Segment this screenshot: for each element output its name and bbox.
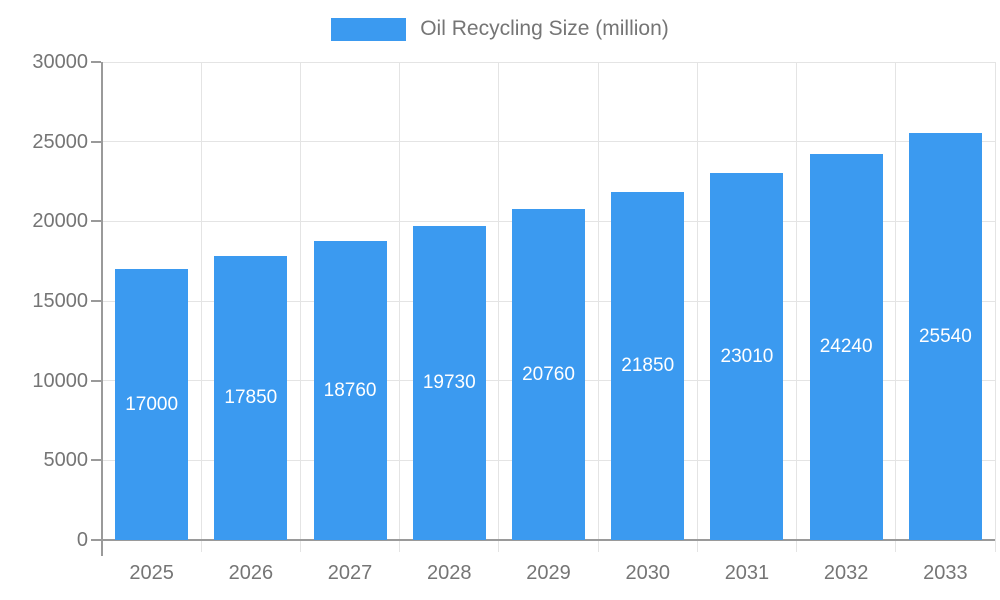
gridline-horizontal <box>102 61 995 63</box>
y-axis-tick <box>91 300 101 302</box>
bar-value-label: 25540 <box>918 325 972 347</box>
bar-2026[interactable] <box>214 255 288 540</box>
gridline-vertical <box>597 62 599 552</box>
gridline-horizontal <box>102 141 995 143</box>
bar-value-label: 17000 <box>125 393 179 415</box>
plot-area: 0 5000 10000 15000 20000 25000 30000 17000 2025 1… <box>32 51 996 584</box>
gridline-vertical <box>696 62 698 552</box>
bar-2025[interactable] <box>115 269 189 540</box>
y-axis-line <box>101 62 103 556</box>
gridline-vertical <box>895 62 897 552</box>
gridline-vertical <box>299 62 301 552</box>
y-axis-tick <box>91 220 101 223</box>
gridline-vertical <box>498 62 500 552</box>
y-axis-label: 30000 <box>32 51 88 73</box>
legend-swatch <box>331 17 407 41</box>
x-axis-label: 2025 <box>129 562 174 584</box>
bar-2030[interactable] <box>611 191 685 540</box>
bar-value-label: 18760 <box>323 379 377 401</box>
y-axis-tick <box>91 379 101 382</box>
x-axis-label: 2029 <box>526 562 571 584</box>
x-axis-line <box>102 539 995 541</box>
y-axis-label: 0 <box>76 529 88 551</box>
y-axis-tick <box>91 61 101 63</box>
y-axis-tick <box>91 459 101 462</box>
bar-2029[interactable] <box>512 209 585 540</box>
x-axis-label: 2033 <box>923 562 968 584</box>
bar-2028[interactable] <box>412 225 486 540</box>
y-axis-label: 5000 <box>43 449 89 472</box>
y-axis-label: 25000 <box>32 130 88 153</box>
bar-value-label: 21850 <box>621 354 675 376</box>
bar-value-label: 20760 <box>522 363 575 385</box>
bar-value-label: 24240 <box>819 335 873 357</box>
y-axis-label: 15000 <box>32 290 88 312</box>
x-axis-label: 2031 <box>724 562 770 584</box>
gridline-vertical <box>399 62 401 552</box>
x-axis-label: 2032 <box>823 562 869 584</box>
x-axis-label: 2026 <box>228 562 274 584</box>
legend-label: Oil Recycling Size (million) <box>420 17 669 40</box>
x-axis-label: 2030 <box>625 562 670 584</box>
x-axis-label: 2027 <box>327 562 373 584</box>
y-axis-label: 10000 <box>32 369 88 392</box>
bar-2027[interactable] <box>313 241 387 540</box>
bar-2033[interactable] <box>908 133 982 540</box>
bar-value-label: 17850 <box>224 386 278 408</box>
chart-legend[interactable]: Oil Recycling Size (million) <box>0 16 1000 42</box>
gridline-vertical <box>796 62 798 552</box>
y-axis-tick <box>91 539 101 541</box>
gridline-vertical <box>994 62 996 552</box>
bar-value-label: 19730 <box>422 371 476 393</box>
bar-2031[interactable] <box>710 173 784 540</box>
x-axis-label: 2028 <box>427 562 472 584</box>
y-axis-tick <box>91 140 101 143</box>
y-axis-label: 20000 <box>32 210 88 233</box>
bar-2032[interactable] <box>809 153 883 540</box>
bar-value-label: 23010 <box>720 345 774 367</box>
gridline-vertical <box>200 62 202 552</box>
